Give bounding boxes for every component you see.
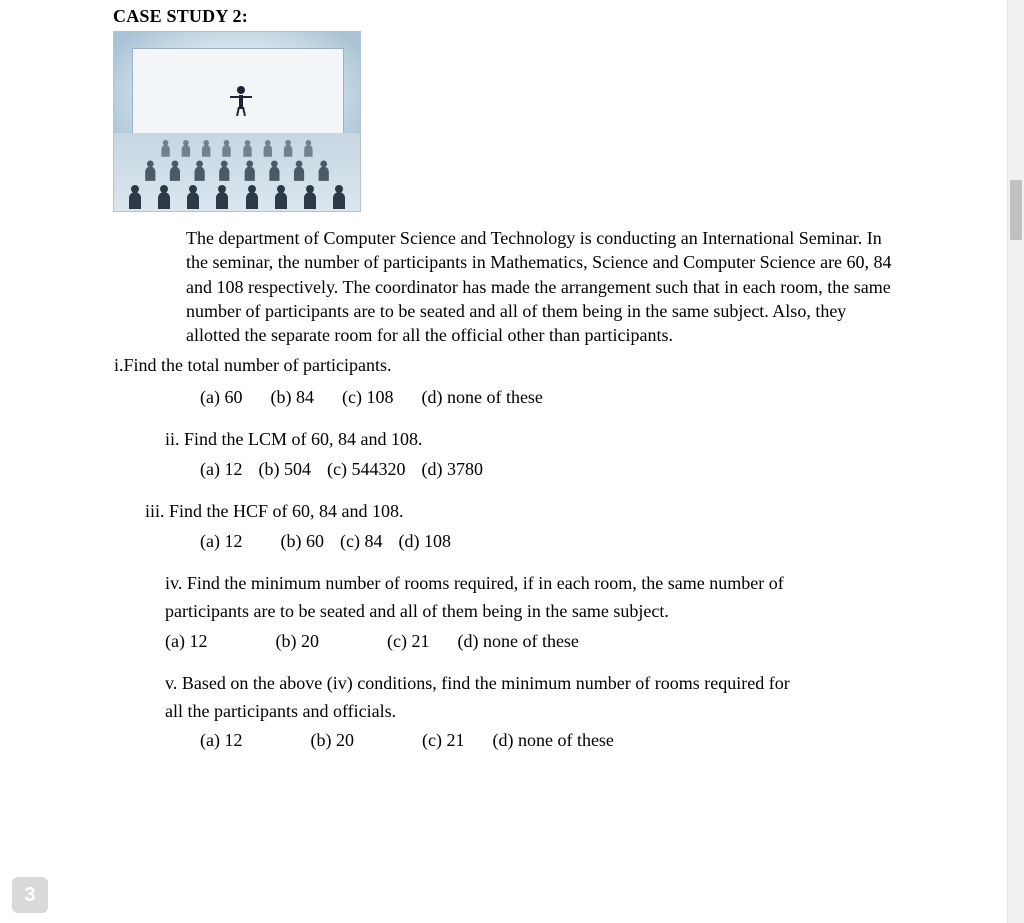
scrollbar-thumb[interactable] <box>1010 180 1022 240</box>
q5-option-d: (d) none of these <box>492 727 613 755</box>
q1-options: (a) 60 (b) 84 (c) 108 (d) none of these <box>200 384 904 412</box>
page: CASE STUDY 2: The department of Computer… <box>0 0 1024 923</box>
case-study-paragraph: The department of Computer Science and T… <box>186 226 904 347</box>
q3-option-d: (d) 108 <box>398 528 451 556</box>
q5-option-a: (a) 12 <box>200 727 242 755</box>
q2-options: (a) 12 (b) 504 (c) 544320 (d) 3780 <box>200 456 904 484</box>
q2-option-a: (a) 12 <box>200 456 242 484</box>
q5-option-b: (b) 20 <box>310 727 354 755</box>
vertical-scrollbar[interactable] <box>1007 0 1024 923</box>
q4-option-b: (b) 20 <box>275 628 319 656</box>
q2-stem: ii. Find the LCM of 60, 84 and 108. <box>165 426 904 454</box>
q1-stem: i.Find the total number of participants. <box>114 355 904 376</box>
q4-options: (a) 12 (b) 20 (c) 21 (d) none of these <box>165 628 904 656</box>
q2-option-d: (d) 3780 <box>421 456 483 484</box>
q1-option-b: (b) 84 <box>270 384 314 412</box>
q3-options: (a) 12 (b) 60 (c) 84 (d) 108 <box>200 528 904 556</box>
case-study-heading: CASE STUDY 2: <box>113 6 1024 27</box>
q3-option-a: (a) 12 <box>200 528 242 556</box>
q4-option-a: (a) 12 <box>165 628 207 656</box>
q5-stem: v. Based on the above (iv) conditions, f… <box>165 670 804 726</box>
q5-options: (a) 12 (b) 20 (c) 21 (d) none of these <box>200 727 904 755</box>
page-number-badge: 3 <box>12 877 48 913</box>
q3-stem: iii. Find the HCF of 60, 84 and 108. <box>145 498 904 526</box>
q3-option-b: (b) 60 <box>280 528 324 556</box>
q2-option-b: (b) 504 <box>258 456 311 484</box>
q5-option-c: (c) 21 <box>422 727 464 755</box>
q4-option-c: (c) 21 <box>387 628 429 656</box>
q1-option-d: (d) none of these <box>421 384 542 412</box>
q1-option-a: (a) 60 <box>200 384 242 412</box>
q4-option-d: (d) none of these <box>457 628 578 656</box>
q2-option-c: (c) 544320 <box>327 456 405 484</box>
q1-option-c: (c) 108 <box>342 384 393 412</box>
q3-option-c: (c) 84 <box>340 528 382 556</box>
seminar-illustration <box>113 31 361 212</box>
q4-stem: iv. Find the minimum number of rooms req… <box>165 570 804 626</box>
